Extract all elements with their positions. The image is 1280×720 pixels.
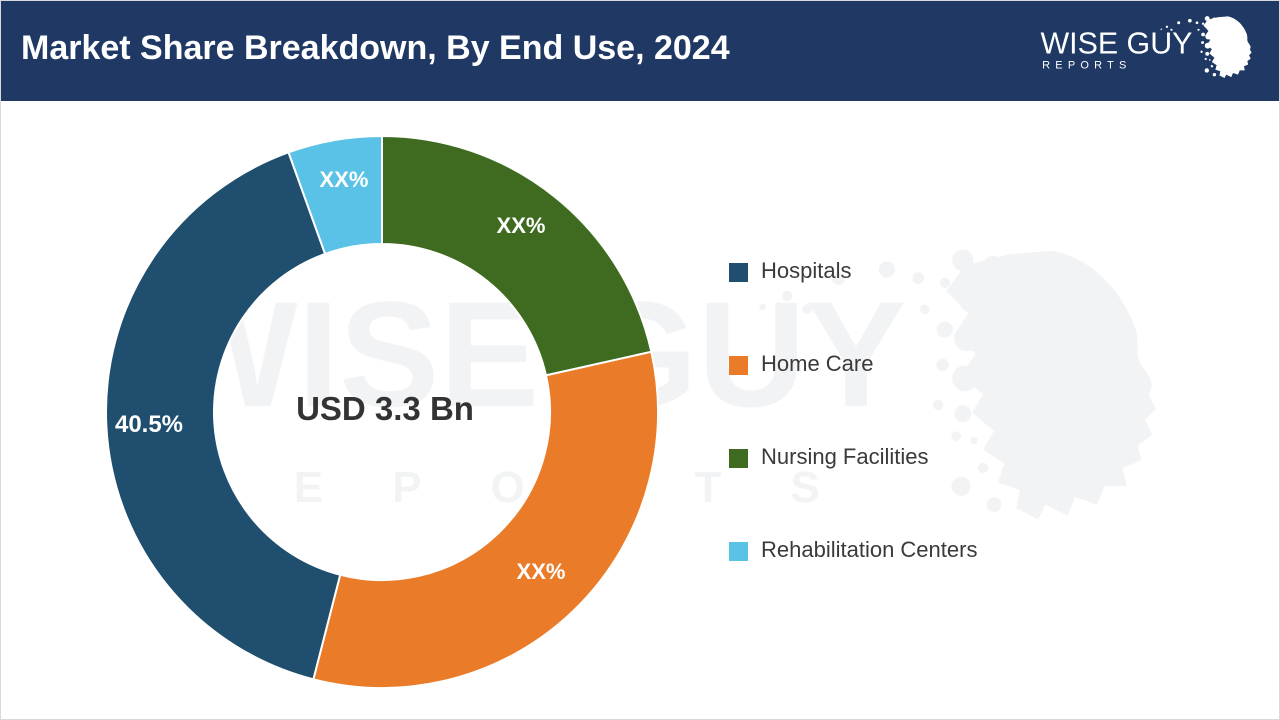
svg-text:40.5%: 40.5% [115, 411, 183, 438]
svg-text:XX%: XX% [320, 167, 369, 192]
svg-text:XX%: XX% [517, 559, 566, 584]
svg-text:USD 3.3 Bn: USD 3.3 Bn [296, 390, 474, 427]
svg-text:XX%: XX% [497, 213, 546, 238]
